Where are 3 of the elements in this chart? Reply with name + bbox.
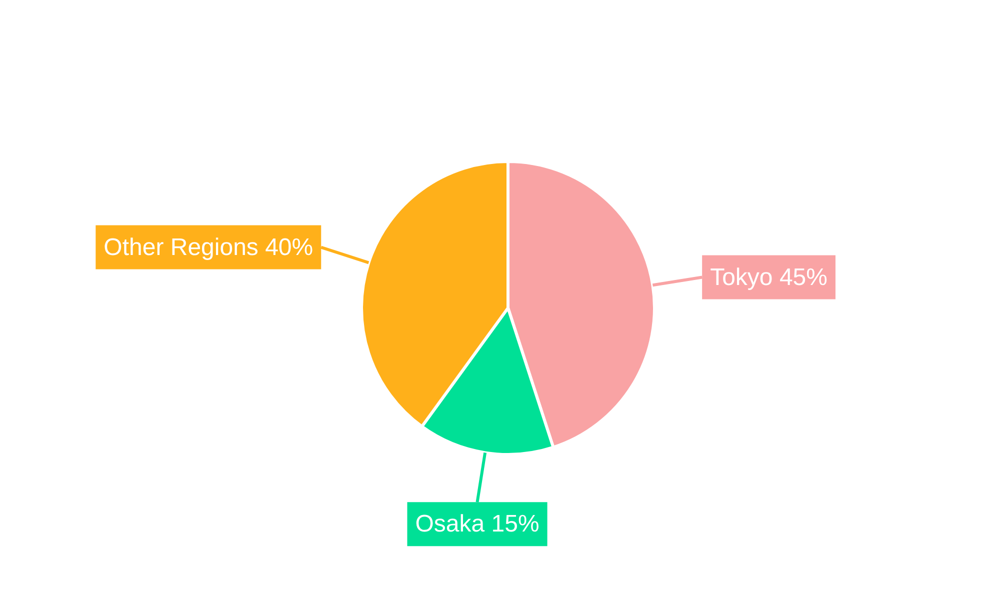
slice-label: Tokyo 45% [710,264,828,291]
slice-label: Other Regions 40% [104,234,314,261]
slice-label: Osaka 15% [415,510,540,538]
